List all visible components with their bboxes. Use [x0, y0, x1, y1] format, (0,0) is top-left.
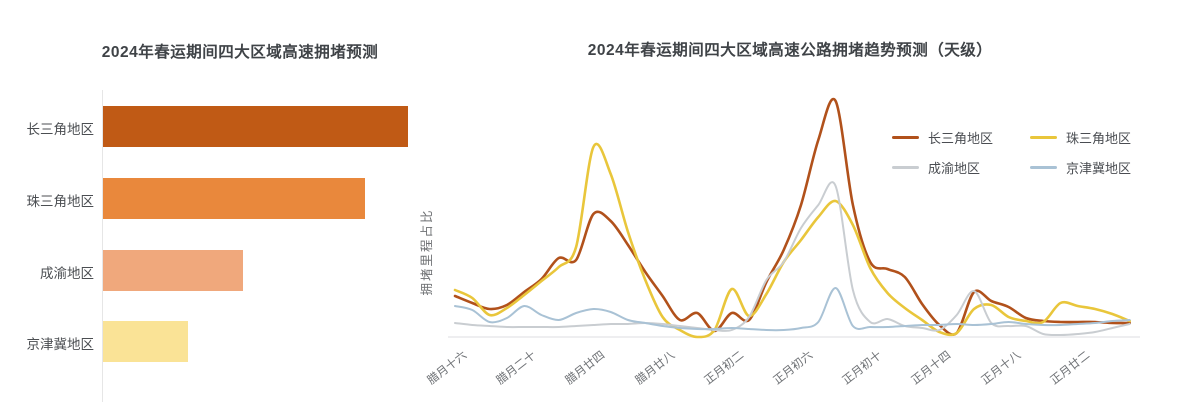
legend-item-chengyu[interactable]: 成渝地区	[892, 158, 980, 176]
x-tick-label: 正月廿二	[1048, 349, 1093, 388]
legend-label: 成渝地区	[928, 160, 981, 176]
x-tick-label: 正月初十	[840, 349, 885, 388]
legend-label: 珠三角地区	[1066, 130, 1132, 146]
bar-1	[103, 178, 365, 219]
x-tick-label: 腊月廿八	[633, 349, 677, 388]
bar-2	[103, 250, 243, 291]
legend-line-swatch	[1030, 165, 1057, 169]
x-tick-label: 腊月廿四	[563, 349, 608, 388]
legend-label: 京津冀地区	[1066, 160, 1132, 176]
x-tick-label: 正月十四	[909, 349, 954, 388]
bar-chart-title: 2024年春运期间四大区域高速拥堵预测	[101, 44, 379, 61]
bar-category-label: 京津冀地区	[26, 337, 95, 352]
x-tick-label: 正月十八	[979, 349, 1023, 388]
series-line-pearl-delta	[453, 142, 1131, 339]
bar-0	[103, 106, 408, 147]
series-line-chengyu	[454, 181, 1131, 337]
legend-line-swatch	[892, 165, 919, 169]
series-line-yangtze-delta	[453, 97, 1131, 336]
bar-chart-axis-line	[102, 90, 103, 402]
x-tick-label: 腊月二十	[494, 349, 539, 388]
legend-item-jingjinji[interactable]: 京津冀地区	[1030, 158, 1131, 176]
legend-item-yangtze-delta[interactable]: 长三角地区	[892, 128, 993, 146]
x-tick-label: 腊月十六	[425, 349, 470, 388]
bar-category-label: 长三角地区	[26, 122, 95, 137]
x-tick-label: 正月初六	[771, 349, 816, 388]
x-tick-label: 正月初二	[702, 349, 747, 388]
line-chart-plot	[448, 97, 1140, 339]
legend-label: 长三角地区	[928, 130, 994, 146]
bar-category-label: 成渝地区	[40, 266, 94, 281]
legend-item-pearl-delta[interactable]: 珠三角地区	[1030, 128, 1131, 146]
y-axis-label: 拥堵里程占比	[420, 208, 434, 296]
series-line-jingjinji	[454, 287, 1131, 332]
line-chart-title: 2024年春运期间四大区域高速公路拥堵趋势预测（天级）	[587, 42, 993, 59]
bar-category-label: 珠三角地区	[26, 194, 95, 209]
legend-line-swatch	[1030, 135, 1057, 139]
legend-line-swatch	[892, 135, 919, 139]
bar-3	[103, 321, 188, 362]
